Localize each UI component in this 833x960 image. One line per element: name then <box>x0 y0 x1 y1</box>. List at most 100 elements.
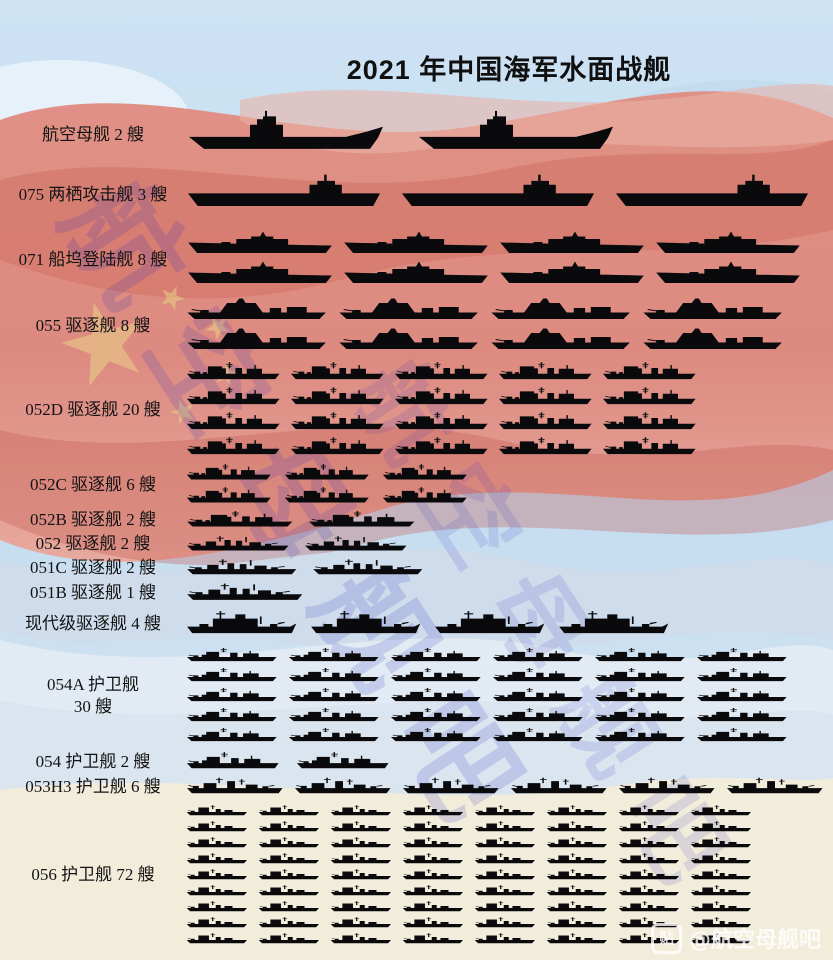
author-watermark-text: @航空母舰吧 <box>688 928 821 953</box>
ship-icon-ddg052 <box>498 362 592 380</box>
ship-icon-corvette <box>258 837 320 848</box>
ship-icon-corvette <box>690 837 752 848</box>
row-label: 052B 驱逐舰 2 艘 <box>29 510 157 529</box>
ship-icon-ddg052 <box>284 487 369 503</box>
ship-icon-ffg <box>288 728 379 742</box>
ship-icon-ffg <box>186 648 277 662</box>
fleet-row-7: 052B 驱逐舰 2 艘 <box>0 509 833 531</box>
ship-icon-lpd <box>500 261 644 283</box>
ship-icon-corvette <box>474 805 536 816</box>
ship-icon-corvette <box>330 837 392 848</box>
ship-icon-corvette <box>258 917 320 928</box>
ship-icon-ffg <box>594 708 685 722</box>
row-label: 现代级驱逐舰 4 艘 <box>25 614 161 634</box>
fleet-row-14: 053H3 护卫舰 6 艘 <box>0 776 833 798</box>
ship-icon-corvette <box>546 885 608 896</box>
ship-icon-ddg052 <box>290 387 384 405</box>
ship-icon-ffg <box>492 728 583 742</box>
ship-icon-ffg053 <box>402 777 499 794</box>
ship-icon-ffg <box>186 728 277 742</box>
ship-icon-lhd <box>401 174 595 206</box>
ship-icon-ffg <box>186 752 279 769</box>
row-label: 航空母舰 2 艘 <box>42 124 144 144</box>
ship-icon-ffg <box>492 668 583 682</box>
ship-icon-ddg052 <box>290 412 384 430</box>
ship-icon-corvette <box>330 821 392 832</box>
ship-icon-corvette <box>546 901 608 912</box>
ship-icon-ddg052 <box>284 464 369 480</box>
ship-icon-ddgold <box>305 535 407 551</box>
ship-icon-corvette <box>618 821 680 832</box>
ship-icon-corvette <box>258 805 320 816</box>
ship-icon-corvette <box>258 821 320 832</box>
ship-icon-carrier <box>419 110 613 149</box>
ship-icon-ddgold <box>313 559 423 575</box>
ship-icon-ffg <box>696 728 787 742</box>
ship-grid <box>186 776 826 798</box>
ship-icon-lpd <box>188 231 332 253</box>
ship-icon-corvette <box>690 821 752 832</box>
fleet-row-5: 052D 驱逐舰 20 艘 <box>0 361 833 459</box>
ship-icon-ddg052 <box>394 362 488 380</box>
ship-grid <box>186 534 410 555</box>
ship-icon-corvette <box>186 885 248 896</box>
ship-grid <box>186 609 672 639</box>
ship-icon-ddgold <box>187 583 303 601</box>
ship-icon-lpd <box>344 231 488 253</box>
ship-icon-corvette <box>618 885 680 896</box>
ship-icon-corvette <box>186 853 248 864</box>
ship-icon-corvette <box>618 805 680 816</box>
ship-icon-corvette <box>186 837 248 848</box>
ship-icon-ddg052 <box>187 510 293 527</box>
ship-icon-ddg052 <box>602 437 696 455</box>
ship-icon-ddg055 <box>491 298 630 319</box>
ship-icon-corvette <box>690 885 752 896</box>
ship-icon-corvette <box>618 837 680 848</box>
fleet-row-10: 051B 驱逐舰 1 艘 <box>0 581 833 605</box>
ship-icon-ddg055 <box>187 298 326 319</box>
fleet-row-6: 052C 驱逐舰 6 艘 <box>0 463 833 507</box>
ship-icon-lhd <box>187 174 381 206</box>
fleet-row-1: 航空母舰 2 艘 <box>0 109 833 161</box>
ship-icon-ffg <box>390 728 481 742</box>
pictogram: 航空母舰 2 艘 075 两栖攻击舰 3 艘 071 船坞登陆舰 8 艘 055 驱逐… <box>0 109 833 946</box>
ship-icon-corvette <box>402 869 464 880</box>
ship-icon-corvette <box>258 869 320 880</box>
ship-icon-corvette <box>330 869 392 880</box>
ship-icon-corvette <box>330 917 392 928</box>
ship-icon-corvette <box>330 805 392 816</box>
ship-icon-ddg052 <box>186 362 280 380</box>
ship-icon-corvette <box>618 853 680 864</box>
ship-icon-lpd <box>656 261 800 283</box>
ship-icon-ddg052 <box>394 437 488 455</box>
ship-icon-ffg053 <box>186 777 283 794</box>
ship-icon-ffg053 <box>726 777 823 794</box>
ship-icon-ddg052 <box>498 412 592 430</box>
ship-icon-ffg053 <box>294 777 391 794</box>
ship-icon-ddg055 <box>339 298 478 319</box>
ship-icon-corvette <box>258 853 320 864</box>
row-label: 052D 驱逐舰 20 艘 <box>25 399 161 419</box>
ship-grid <box>186 647 790 745</box>
ship-icon-corvette <box>402 917 464 928</box>
ship-icon-lpd <box>188 261 332 283</box>
ship-icon-ffg <box>696 668 787 682</box>
ship-icon-ffg <box>390 688 481 702</box>
ship-icon-ddg052 <box>498 387 592 405</box>
fleet-row-8: 052 驱逐舰 2 艘 <box>0 533 833 555</box>
ship-icon-corvette <box>402 821 464 832</box>
fleet-row-15: 056 护卫舰 72 艘 <box>0 804 833 946</box>
ship-icon-ffg <box>492 688 583 702</box>
ship-grid <box>186 557 426 579</box>
ship-icon-ddg052 <box>186 487 271 503</box>
ship-icon-ddg055 <box>187 328 326 349</box>
ship-grid <box>186 297 786 355</box>
ship-icon-sovremenny <box>559 611 669 634</box>
ship-icon-corvette <box>186 901 248 912</box>
ship-icon-corvette <box>474 885 536 896</box>
ship-icon-corvette <box>474 837 536 848</box>
ship-icon-corvette <box>402 837 464 848</box>
ship-icon-corvette <box>546 837 608 848</box>
ship-icon-ddg052 <box>186 437 280 455</box>
